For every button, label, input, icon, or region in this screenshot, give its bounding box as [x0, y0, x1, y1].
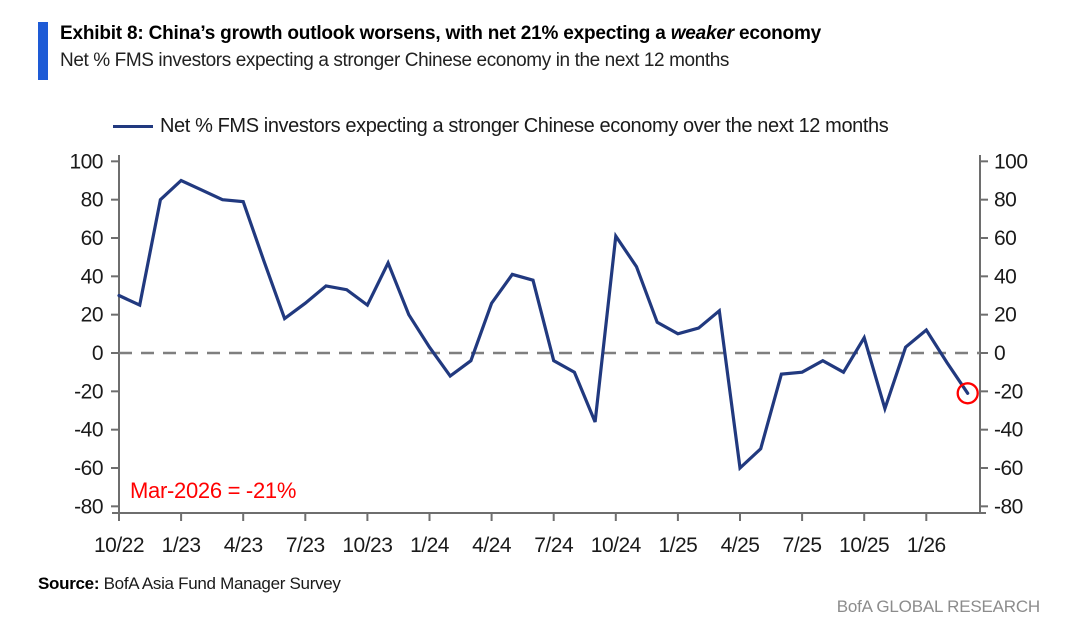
source-label: Source: [38, 574, 100, 593]
exhibit-title-tail: economy [733, 23, 822, 44]
y-tick-label: -20 [74, 380, 103, 403]
x-tick-label: 1/24 [410, 534, 450, 557]
y-tick-label: -80 [994, 495, 1023, 518]
y-tick-label: 40 [994, 265, 1016, 288]
x-tick-label: 4/23 [224, 534, 263, 557]
exhibit-title-text: Exhibit 8: China’s growth outlook worsen… [60, 23, 671, 44]
exhibit-accent-bar [38, 22, 48, 80]
brand-label: BofA GLOBAL RESEARCH [836, 597, 1040, 616]
x-tick-label: 7/24 [534, 534, 574, 557]
y-tick-label: -60 [74, 457, 103, 480]
chart-subtitle: Net % FMS investors expecting a stronger… [60, 50, 729, 71]
y-tick-group-left: 100 80 60 40 20 0 -20 -40 -60 -80 [69, 150, 119, 518]
x-tick-label: 4/25 [721, 534, 760, 557]
x-tick-label: 7/25 [783, 534, 822, 557]
x-tick-label: 1/23 [162, 534, 201, 557]
x-tick-label: 10/25 [839, 534, 889, 557]
chart-legend: Net % FMS investors expecting a stronger… [113, 114, 889, 138]
y-tick-label: -60 [994, 457, 1023, 480]
last-point-highlight-circle [956, 382, 979, 405]
x-tick-label: 7/23 [286, 534, 325, 557]
x-tick-group: 10/22 1/23 4/23 7/23 10/23 1/24 4/24 7/24 10/24 1… [94, 513, 946, 557]
exhibit-title-emphasis: weaker [670, 23, 734, 44]
y-tick-label: -40 [994, 419, 1023, 442]
x-tick-label: 4/24 [472, 534, 512, 557]
y-tick-label: 60 [81, 227, 103, 250]
x-tick-label: 1/26 [907, 534, 946, 557]
y-tick-label: 20 [994, 304, 1016, 327]
y-tick-label: -40 [74, 419, 103, 442]
x-tick-label: 1/25 [658, 534, 697, 557]
annotation-label: Mar-2026 = -21% [130, 478, 296, 503]
y-tick-label: 20 [81, 304, 103, 327]
x-tick-label: 10/22 [94, 534, 144, 557]
y-tick-group-right: 100 80 60 40 20 0 -20 -40 -60 -80 [980, 150, 1028, 518]
series-line [117, 178, 970, 472]
x-tick-label: 10/23 [342, 534, 392, 557]
y-tick-label: 100 [69, 150, 103, 173]
y-tick-label: 0 [92, 342, 103, 365]
y-tick-label: -80 [74, 495, 103, 518]
y-tick-label: 80 [994, 189, 1016, 212]
y-tick-label: 40 [81, 265, 103, 288]
y-tick-label: 60 [994, 227, 1016, 250]
x-tick-label: 10/24 [591, 534, 642, 557]
y-tick-label: -20 [994, 380, 1023, 403]
source-text: BofA Asia Fund Manager Survey [99, 574, 341, 593]
source-note: Source: BofA Asia Fund Manager Survey [38, 574, 341, 594]
exhibit-title: Exhibit 8: China’s growth outlook worsen… [60, 23, 920, 45]
y-tick-label: 100 [994, 150, 1028, 173]
y-tick-label: 0 [994, 342, 1005, 365]
y-tick-label: 80 [81, 189, 103, 212]
legend-line-sample [113, 124, 153, 128]
legend-label: Net % FMS investors expecting a stronger… [160, 114, 889, 137]
